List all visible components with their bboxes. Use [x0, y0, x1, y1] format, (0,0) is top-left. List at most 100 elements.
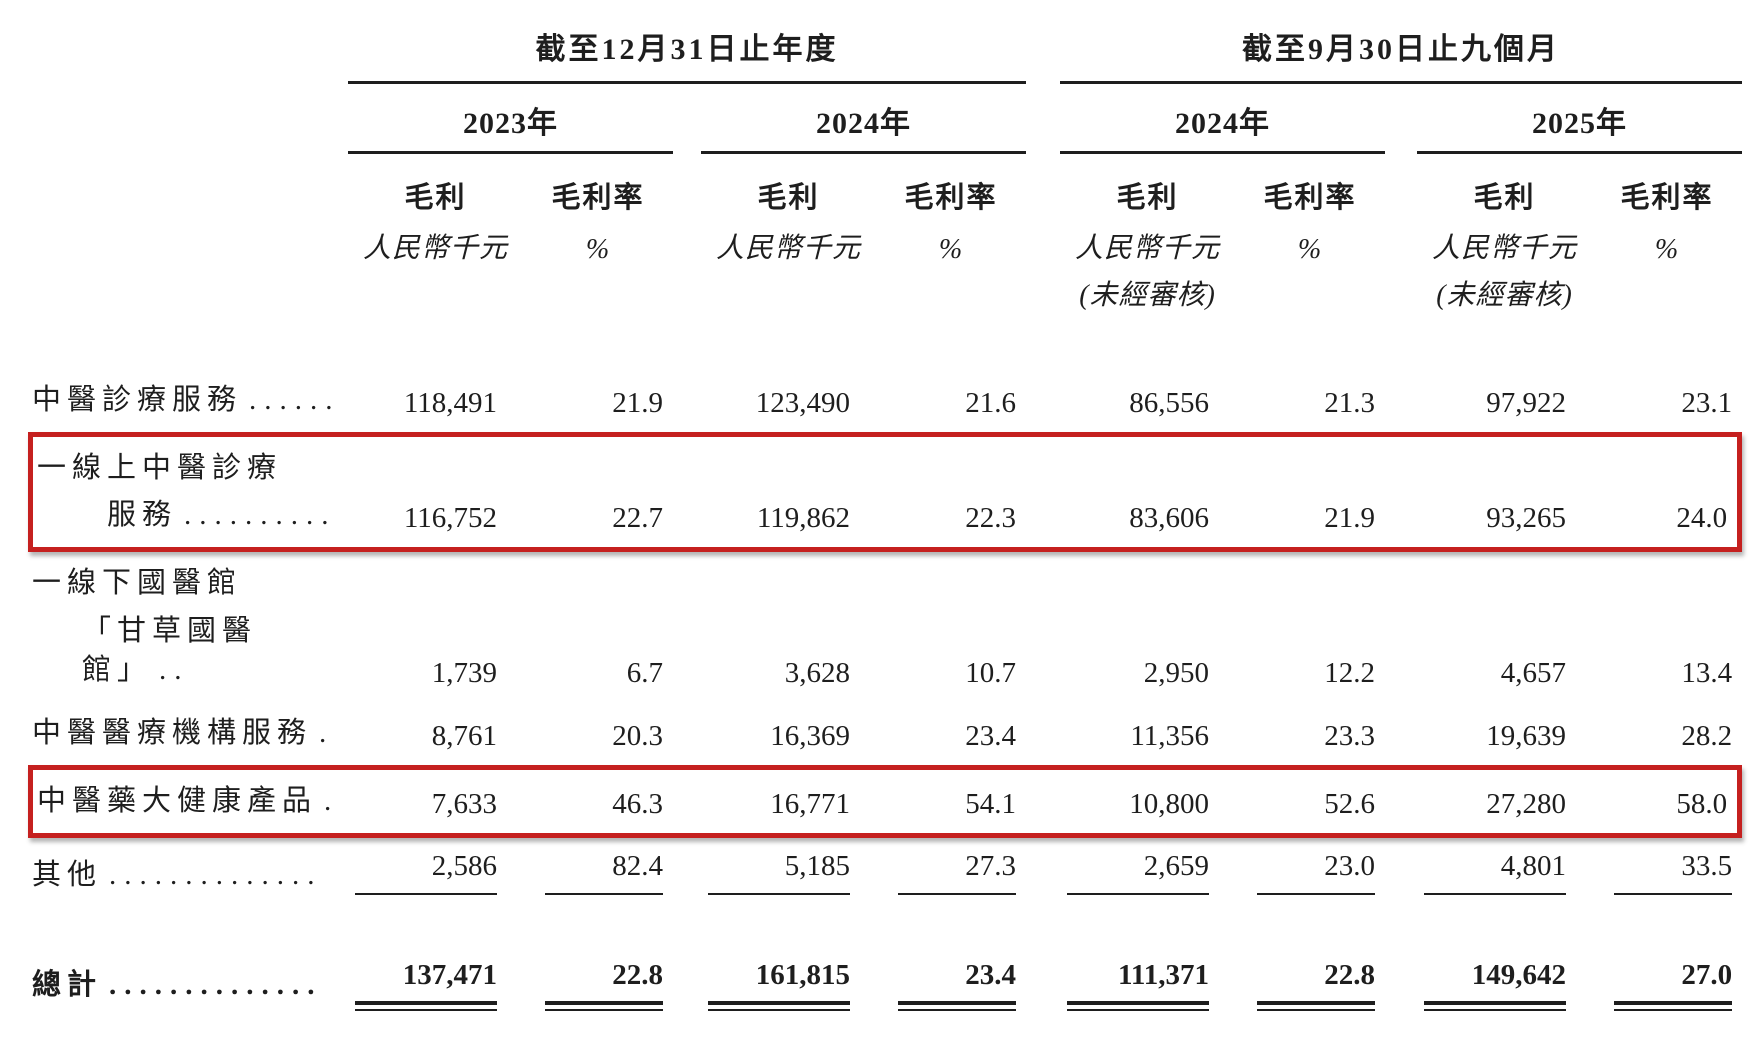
table-row-tcm-diagnosis-services: 中醫診療服務...... 118,491 21.9 123,490 21.6 8…: [28, 313, 1742, 432]
amount-cell: 4,801: [1424, 850, 1567, 896]
total-percent-cell: 27.0: [1614, 959, 1733, 1012]
row-label-line1: 一線上中醫診療: [37, 452, 283, 485]
dot-leader: ..........: [184, 499, 337, 532]
amount-cell: 118,491: [403, 387, 497, 420]
percent-cell: 20.3: [612, 719, 663, 752]
percent-cell: 23.0: [1257, 850, 1376, 896]
gross-profit-header: 毛利: [757, 182, 820, 214]
percent-cell: 27.3: [898, 850, 1017, 896]
percent-cell: 21.9: [612, 387, 663, 420]
amount-cell: 1,739: [431, 656, 497, 689]
percent-cell: 82.4: [545, 850, 663, 896]
percent-cell: 52.6: [1235, 764, 1386, 839]
unit-percent: %: [938, 234, 964, 265]
unaudited-note: (未經審核): [1079, 280, 1216, 311]
dot-leader: ..............: [109, 858, 323, 891]
amount-cell: 7,633: [348, 764, 523, 839]
amount-cell: 19,639: [1486, 719, 1567, 752]
period-group-title-nine-months: 截至9月30日止九個月: [1060, 20, 1743, 84]
period-header-row: 截至12月31日止年度 截至9月30日止九個月: [28, 20, 1743, 84]
amount-cell: 27,280: [1417, 764, 1593, 839]
amount-cell: 5,185: [708, 850, 850, 896]
percent-cell: 33.5: [1614, 850, 1733, 896]
amount-cell: 2,950: [1143, 656, 1210, 689]
amount-cell: 116,752: [348, 432, 523, 553]
group-gap: [1026, 20, 1060, 84]
total-percent-cell: 22.8: [1257, 959, 1376, 1012]
amount-cell: 16,369: [770, 719, 850, 752]
unit-percent: %: [1297, 234, 1323, 265]
total-percent-cell: 23.4: [898, 959, 1017, 1012]
percent-cell: 23.4: [965, 719, 1017, 752]
document-page: 截至12月31日止年度 截至9月30日止九個月 2023年 2024年 2024…: [28, 20, 1743, 1012]
amount-cell: 93,265: [1417, 432, 1593, 553]
percent-cell: 24.0: [1592, 432, 1743, 553]
dot-leader: ......: [249, 384, 341, 416]
unit-percent: %: [585, 234, 611, 265]
row-label: 其他: [32, 858, 103, 891]
table-row-total: 總計.............. 137,471 22.8 161,815 23…: [28, 907, 1742, 1012]
year-header-row: 2023年 2024年 2024年 2025年: [28, 84, 1743, 154]
row-label-line1: 一線下國醫館: [32, 567, 243, 600]
unaudited-note: (未經審核): [1436, 280, 1573, 311]
year-header-2024: 2024年: [701, 98, 1027, 154]
amount-cell: 2,659: [1067, 850, 1210, 896]
gross-profit-header: 毛利: [1473, 182, 1536, 214]
percent-cell: 12.2: [1324, 656, 1376, 689]
row-label: 中醫醫療機構服務: [32, 716, 313, 749]
table-row-offline-gancao-clinics: 一線下國醫館 「甘草國醫館」.. 1,739 6.7 3,628 10.7 2,…: [28, 552, 1742, 701]
percent-cell: 22.3: [876, 432, 1027, 553]
dot-leader: .: [319, 716, 335, 749]
total-amount-cell: 137,471: [355, 959, 497, 1012]
year-header-2025-9m: 2025年: [1417, 98, 1743, 154]
unit-rmb-thousand: 人民幣千元: [715, 233, 861, 264]
row-label: 中醫診療服務: [32, 384, 243, 416]
percent-cell: 46.3: [523, 764, 673, 839]
row-label-line2: 服務: [107, 499, 178, 532]
amount-cell: 83,606: [1060, 432, 1236, 553]
row-label: 中醫藥大健康產品: [37, 784, 318, 817]
row-label-line2: 「甘草國醫館」: [82, 614, 258, 686]
amount-cell: 4,657: [1500, 656, 1567, 689]
table-row-others: 其他.............. 2,586 82.4 5,185 27.3 2…: [28, 838, 1742, 907]
total-amount-cell: 161,815: [708, 959, 850, 1012]
percent-cell: 22.7: [523, 432, 673, 553]
unit-rmb-thousand: 人民幣千元: [1075, 233, 1221, 264]
percent-cell: 6.7: [626, 656, 663, 689]
highlighted-row-online-tcm-services: 一線上中醫診療 服務.......... 116,752 22.7 119,86…: [28, 432, 1743, 553]
amount-cell: 11,356: [1130, 719, 1210, 752]
percent-cell: 13.4: [1681, 656, 1733, 689]
percent-cell: 28.2: [1681, 719, 1733, 752]
gross-profit-header: 毛利: [1116, 182, 1179, 214]
percent-cell: 21.9: [1235, 432, 1386, 553]
gross-margin-header: 毛利率: [904, 182, 998, 214]
percent-cell: 10.7: [965, 656, 1017, 689]
percent-cell: 21.6: [965, 387, 1017, 420]
percent-cell: 58.0: [1592, 764, 1743, 839]
label-column-spacer: [28, 20, 348, 84]
total-label: 總計: [32, 968, 103, 1001]
amount-cell: 8,761: [431, 719, 497, 752]
year-header-2023: 2023年: [348, 98, 673, 154]
unit-header-row: 人民幣千元 % 人民幣千元 % 人民幣千元 % 人民幣千元 %: [28, 216, 1742, 266]
unit-rmb-thousand: 人民幣千元: [1432, 233, 1578, 264]
amount-cell: 16,771: [701, 764, 876, 839]
dot-leader: ..............: [109, 968, 323, 1001]
percent-cell: 21.3: [1324, 387, 1376, 420]
percent-cell: 23.1: [1681, 387, 1733, 420]
gross-profit-table: 截至12月31日止年度 截至9月30日止九個月 2023年 2024年 2024…: [28, 20, 1743, 1012]
amount-cell: 10,800: [1060, 764, 1236, 839]
period-group-title-annual: 截至12月31日止年度: [348, 20, 1027, 84]
amount-cell: 2,586: [355, 850, 497, 896]
percent-cell: 54.1: [876, 764, 1027, 839]
dot-leader: ..: [159, 653, 190, 686]
total-amount-cell: 149,642: [1424, 959, 1567, 1012]
total-amount-cell: 111,371: [1067, 959, 1210, 1012]
percent-cell: 23.3: [1324, 719, 1376, 752]
gross-margin-header: 毛利率: [1620, 182, 1714, 214]
total-percent-cell: 22.8: [545, 959, 663, 1012]
gross-profit-header: 毛利: [404, 182, 467, 214]
amount-cell: 86,556: [1129, 387, 1210, 420]
dot-leader: .: [324, 784, 340, 817]
year-header-2024-9m: 2024年: [1060, 98, 1386, 154]
